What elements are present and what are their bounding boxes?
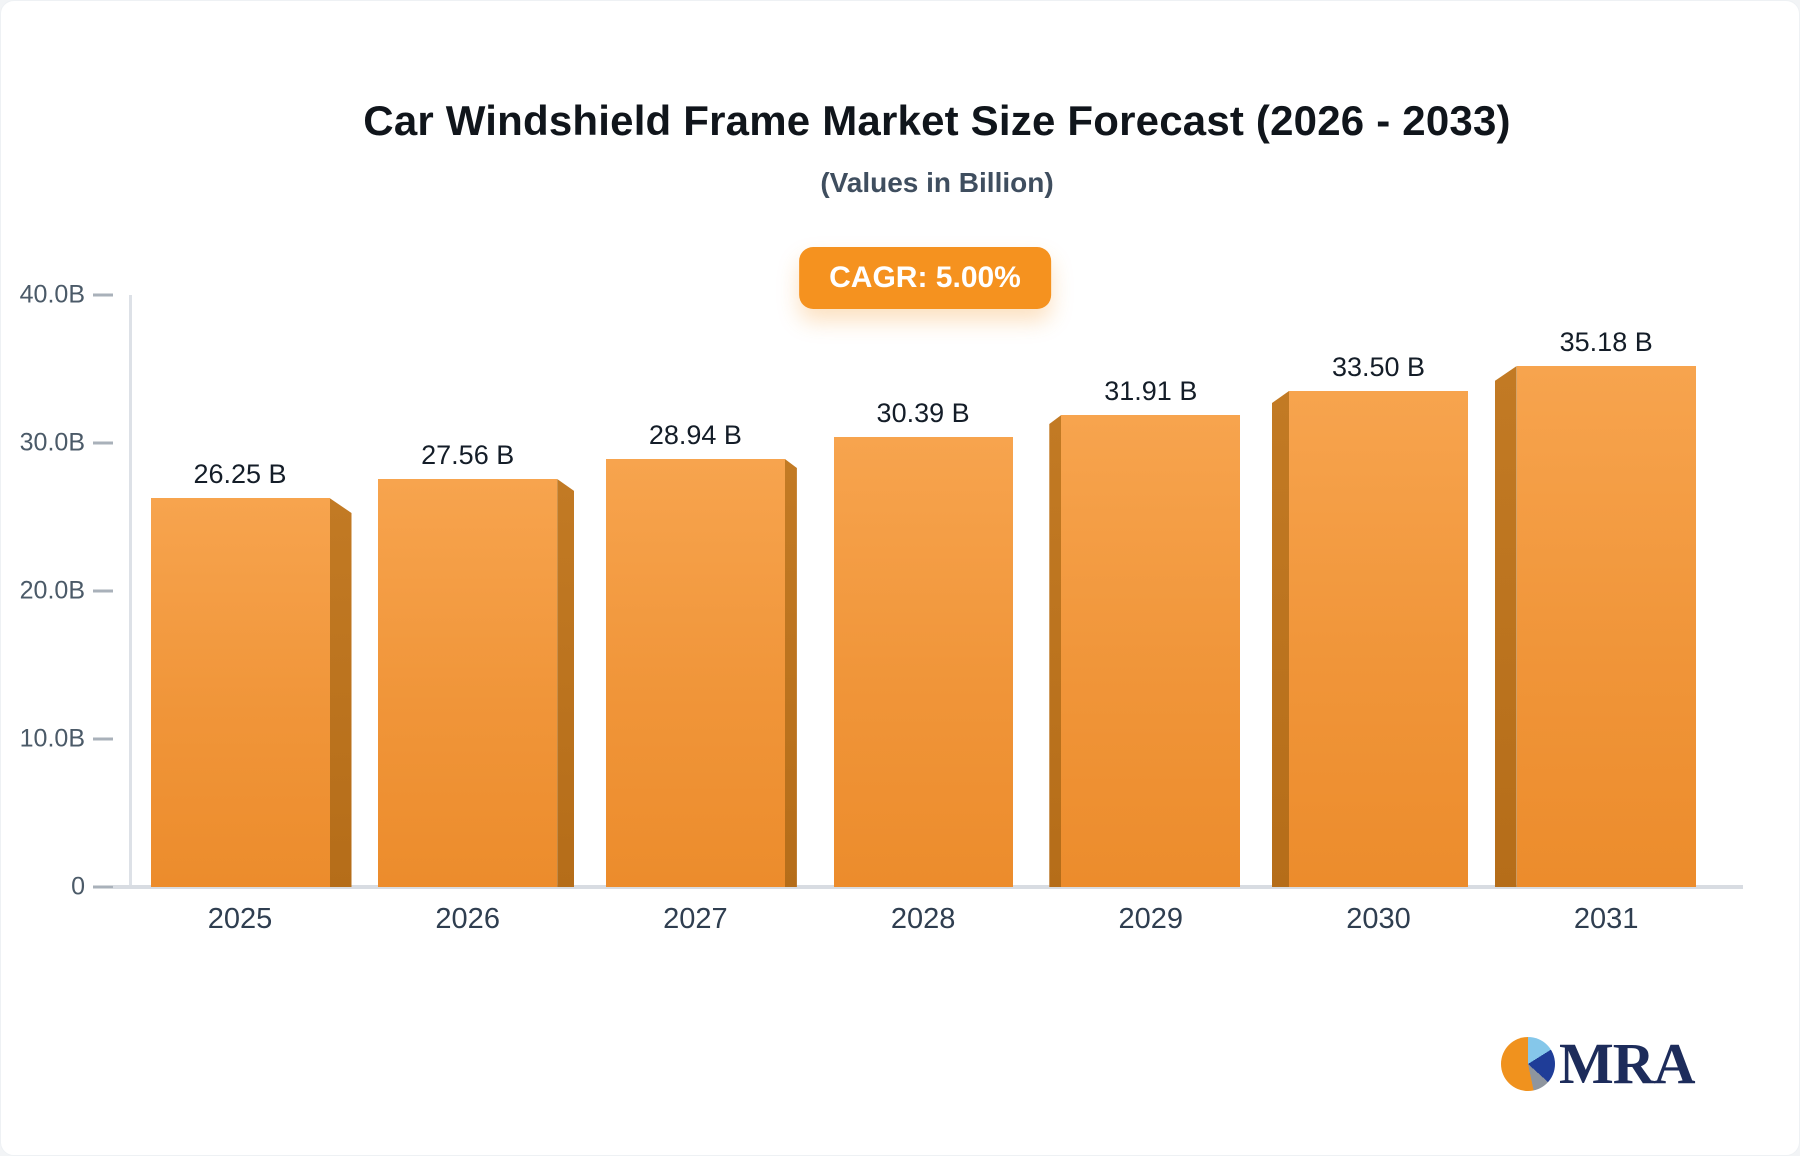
bar-3d-side-2029 <box>1049 415 1062 887</box>
bar-face-2028[interactable] <box>833 437 1013 887</box>
pie-chart-logo-icon <box>1501 1037 1555 1091</box>
y-axis-line <box>129 295 132 887</box>
bar-value-label-2026: 27.56 B <box>421 440 515 470</box>
bar-3d-side-2030 <box>1272 391 1289 887</box>
x-axis-label-2029: 2029 <box>1118 903 1184 935</box>
bar-face-2025[interactable] <box>150 498 330 887</box>
x-axis-label-2026: 2026 <box>435 903 500 935</box>
bar-face-2031[interactable] <box>1516 366 1696 887</box>
x-axis-label-2027: 2027 <box>663 903 728 935</box>
x-axis-label-2031: 2031 <box>1573 903 1639 935</box>
bar-3d-side-2031 <box>1494 366 1517 887</box>
chart-subtitle: (Values in Billion) <box>820 167 1054 198</box>
bar-value-label-2030: 33.50 B <box>1331 352 1426 382</box>
y-tick-label-10.0B: 10.0B <box>19 724 85 753</box>
bar-face-2027[interactable] <box>605 459 785 887</box>
bar-face-2026[interactable] <box>378 479 558 887</box>
bar-2030[interactable]: 33.50 B 2030 <box>1272 352 1468 935</box>
y-tick-mark <box>93 737 113 741</box>
y-tick-mark <box>93 589 113 593</box>
bar-2029[interactable]: 31.91 B 2029 <box>1049 376 1241 935</box>
bar-value-label-2028: 30.39 B <box>876 398 970 428</box>
bar-value-label-2029: 31.91 B <box>1104 376 1198 406</box>
y-tick-label-0: 0 <box>71 872 85 901</box>
y-tick-label-30.0B: 30.0B <box>19 428 85 457</box>
logo-text: MRA <box>1559 1031 1696 1096</box>
y-tick-label-20.0B: 20.0B <box>19 576 85 605</box>
bar-face-2030[interactable] <box>1289 391 1468 887</box>
x-axis-baseline <box>113 885 1743 889</box>
chart-title: Car Windshield Frame Market Size Forecas… <box>363 97 1511 144</box>
bar-value-label-2031: 35.18 B <box>1559 327 1653 357</box>
x-axis-label-2028: 2028 <box>890 903 956 935</box>
bar-2031[interactable]: 35.18 B 2031 <box>1494 327 1696 935</box>
bar-value-label-2025: 26.25 B <box>193 459 287 489</box>
bar-2025[interactable]: 26.25 B 2025 <box>150 459 352 935</box>
y-tick-mark <box>93 441 113 445</box>
bar-face-2029[interactable] <box>1061 415 1241 887</box>
bar-3d-side-2027 <box>784 459 797 887</box>
y-tick-label-40.0B: 40.0B <box>19 280 85 309</box>
y-tick-mark <box>93 293 113 297</box>
bar-3d-side-2025 <box>329 498 352 887</box>
bar-2027[interactable]: 28.94 B 2027 <box>605 420 797 935</box>
bar-2028[interactable]: 30.39 B 2028 <box>833 398 1013 935</box>
cagr-badge: CAGR: 5.00% <box>799 247 1051 309</box>
bar-value-label-2027: 28.94 B <box>648 420 742 450</box>
mra-logo: MRA <box>1501 1031 1696 1096</box>
x-axis-label-2025: 2025 <box>207 903 273 935</box>
x-axis-label-2030: 2030 <box>1346 903 1411 935</box>
bar-3d-side-2026 <box>557 479 575 887</box>
y-tick-mark <box>93 885 113 889</box>
bar-2026[interactable]: 27.56 B 2026 <box>378 440 575 935</box>
